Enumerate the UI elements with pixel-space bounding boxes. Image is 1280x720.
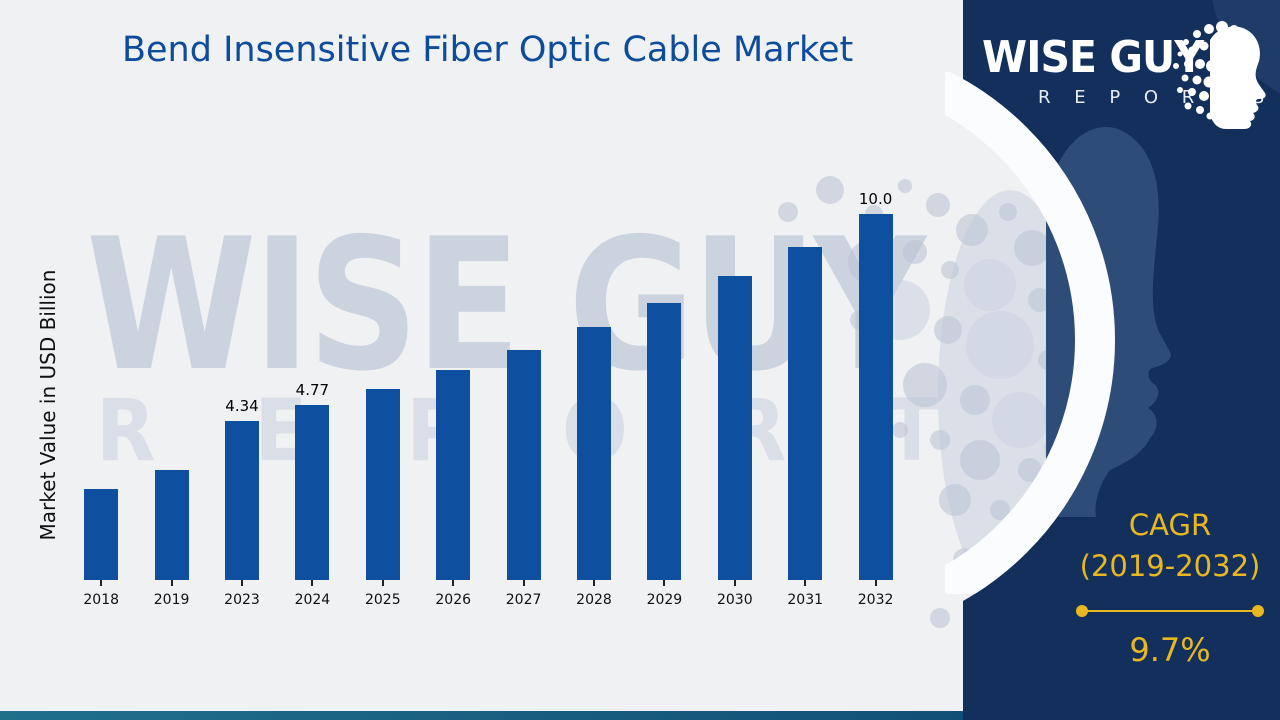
chart-cell-2029: 2029: [629, 180, 699, 608]
chart-cell-2023: 2023 4.34: [207, 180, 277, 608]
logo-face-icon: [1173, 21, 1266, 129]
cagr-block: CAGR (2019-2032) 9.7%: [1068, 508, 1272, 669]
bar-value-label-2032: 10.0: [858, 190, 893, 208]
bar-2031: [788, 246, 823, 580]
x-axis-tick: [240, 580, 243, 586]
x-axis-tick: [804, 580, 807, 586]
divider-right-dot: [1252, 604, 1264, 617]
chart-cell-2019: 2019: [136, 180, 206, 608]
chart-cell-2018: 2018: [66, 180, 136, 608]
bottom-accent-strip: [0, 711, 963, 720]
cagr-divider: [1076, 604, 1264, 617]
divider-line: [1080, 609, 1260, 613]
x-tick-label-2027: 2027: [505, 592, 542, 608]
x-tick-label-2026: 2026: [435, 592, 472, 608]
bar-2029: [647, 302, 682, 580]
x-axis-tick: [733, 580, 736, 586]
bar-2028: [576, 327, 611, 580]
x-tick-label-2018: 2018: [83, 592, 120, 608]
watermark-wiseguy-text: WISE GUY: [86, 199, 926, 411]
cagr-value: 9.7%: [1129, 630, 1211, 669]
cagr-range: (2019-2032): [1079, 548, 1261, 583]
x-axis-tick: [663, 580, 666, 586]
x-tick-label-2023: 2023: [224, 592, 260, 608]
bar-2024: [295, 405, 330, 580]
bar-2018: [84, 488, 119, 580]
x-tick-label-2024: 2024: [294, 592, 331, 608]
chart-cell-2031: 2031: [770, 180, 840, 608]
bar-chart: 2018 2019 2023 4.34 2024 4.77 2025 2026 2027 2028…: [66, 180, 916, 608]
chart-cell-2026: 2026: [418, 180, 488, 608]
page-title: Bend Insensitive Fiber Optic Cable Marke…: [122, 30, 854, 70]
bar-value-label-2023: 4.34: [225, 397, 259, 416]
bar-2027: [506, 349, 541, 580]
x-tick-label-2025: 2025: [364, 592, 401, 608]
x-axis-tick: [381, 580, 384, 586]
x-tick-label-2029: 2029: [646, 592, 683, 608]
x-axis-tick: [592, 580, 595, 586]
cagr-label: CAGR: [1128, 508, 1212, 542]
x-axis-tick: [100, 580, 103, 586]
logo-wiseguy-text: WISE GUY: [982, 32, 1204, 83]
x-tick-label-2031: 2031: [787, 592, 824, 608]
x-axis-tick: [170, 580, 173, 586]
chart-cell-2032: 2032 10.0: [840, 180, 910, 608]
chart-cell-2024: 2024 4.77: [277, 180, 347, 608]
chart-cell-2028: 2028: [559, 180, 629, 608]
bar-2032: [858, 214, 893, 580]
x-tick-label-2019: 2019: [153, 592, 190, 608]
bar-value-label-2024: 4.77: [295, 381, 330, 400]
chart-cell-2027: 2027: [488, 180, 558, 608]
x-tick-label-2028: 2028: [576, 592, 612, 608]
x-tick-label-2032: 2032: [857, 592, 894, 608]
x-axis-tick: [522, 580, 525, 586]
x-axis-tick: [452, 580, 455, 586]
bar-2019: [154, 470, 189, 580]
chart-cell-2025: 2025: [348, 180, 418, 608]
bar-2023: [224, 421, 259, 580]
bar-2026: [436, 369, 471, 580]
x-axis-tick: [311, 580, 314, 586]
chart-cell-2030: 2030: [700, 180, 770, 608]
bar-2030: [717, 275, 752, 580]
x-axis-tick: [874, 580, 877, 586]
x-tick-label-2030: 2030: [716, 592, 753, 608]
bar-2025: [365, 388, 400, 580]
